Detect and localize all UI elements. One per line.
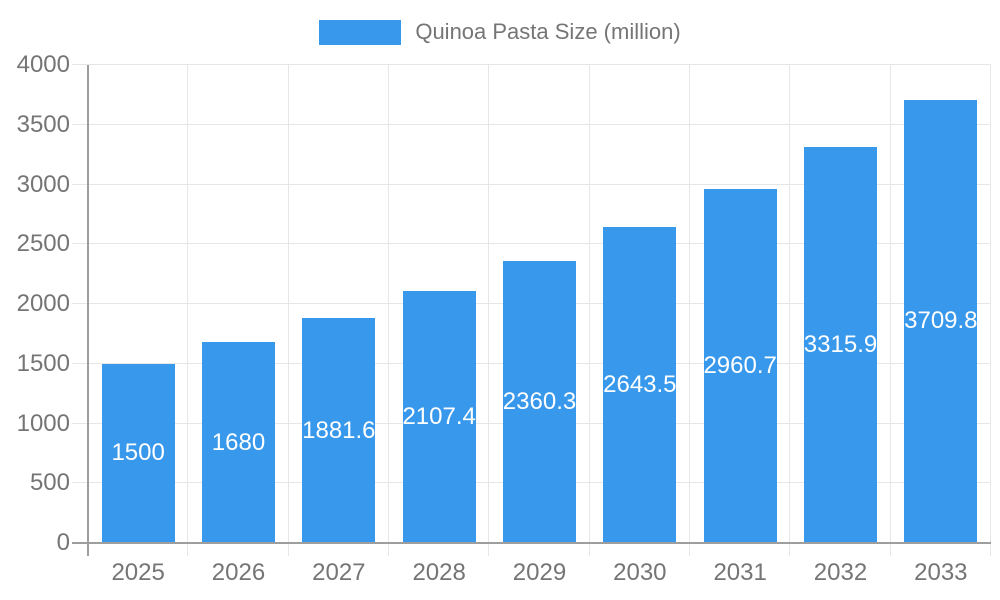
- y-axis-tick-label: 2000: [16, 290, 70, 317]
- bar-2029[interactable]: [503, 261, 576, 543]
- bar-2031[interactable]: [704, 189, 777, 543]
- y-axis-tick-label: 0: [56, 529, 70, 556]
- x-gridline: [388, 65, 389, 556]
- bar-value-label: 3709.8: [904, 307, 978, 335]
- bar-value-label: 2107.4: [402, 403, 476, 431]
- plot-right-border: [990, 65, 991, 556]
- x-gridline: [589, 65, 590, 556]
- bar-value-label: 1680: [211, 428, 266, 456]
- bar-2033[interactable]: [904, 100, 977, 543]
- y-gridline: [72, 64, 991, 65]
- bar-2026[interactable]: [202, 342, 275, 543]
- x-gridline: [789, 65, 790, 556]
- y-gridline: [72, 124, 991, 125]
- bar-2025[interactable]: [102, 364, 175, 543]
- x-gridline: [187, 65, 188, 556]
- bar-value-label: 2360.3: [502, 387, 577, 415]
- x-axis-tick-label: 2031: [713, 559, 767, 586]
- x-gridline: [689, 65, 690, 556]
- x-axis-tick-label: 2030: [613, 559, 667, 586]
- y-axis-tick-label: 500: [29, 469, 70, 497]
- x-gridline: [288, 65, 289, 556]
- bar-2027[interactable]: [302, 318, 375, 543]
- x-gridline: [488, 65, 489, 556]
- x-axis-line: [72, 542, 991, 544]
- bar-2030[interactable]: [603, 227, 676, 543]
- y-axis-tick-label: 3000: [16, 170, 70, 198]
- x-axis-tick-label: 2026: [211, 559, 266, 586]
- legend-color-swatch: [319, 19, 402, 45]
- y-axis-tick-label: 1500: [16, 349, 70, 377]
- x-gridline: [890, 65, 891, 556]
- bar-2028[interactable]: [403, 291, 476, 543]
- y-axis-tick-label: 1000: [16, 409, 70, 437]
- legend-label: Quinoa Pasta Size (million): [415, 19, 681, 44]
- y-axis-tick-label: 4000: [16, 51, 70, 78]
- y-axis-line: [87, 65, 89, 556]
- legend: Quinoa Pasta Size (million): [0, 19, 1000, 45]
- y-axis-tick-label: 3500: [16, 110, 70, 138]
- y-gridline: [72, 243, 991, 244]
- bar-value-label: 1500: [111, 439, 165, 467]
- x-axis-tick-label: 2029: [512, 559, 567, 586]
- bar-2032[interactable]: [804, 147, 877, 543]
- x-axis-tick-label: 2025: [111, 559, 165, 586]
- y-gridline: [72, 184, 991, 185]
- x-axis-tick-label: 2033: [914, 559, 968, 586]
- bar-value-label: 3315.9: [803, 330, 878, 358]
- x-axis-tick-label: 2027: [312, 559, 366, 586]
- bar-value-label: 2960.7: [703, 352, 777, 380]
- x-axis-tick-label: 2032: [813, 559, 868, 586]
- y-axis-tick-label: 2500: [16, 230, 70, 258]
- x-axis-tick-label: 2028: [412, 559, 466, 586]
- bar-value-label: 1881.6: [302, 416, 376, 444]
- bar-value-label: 2643.5: [603, 371, 677, 399]
